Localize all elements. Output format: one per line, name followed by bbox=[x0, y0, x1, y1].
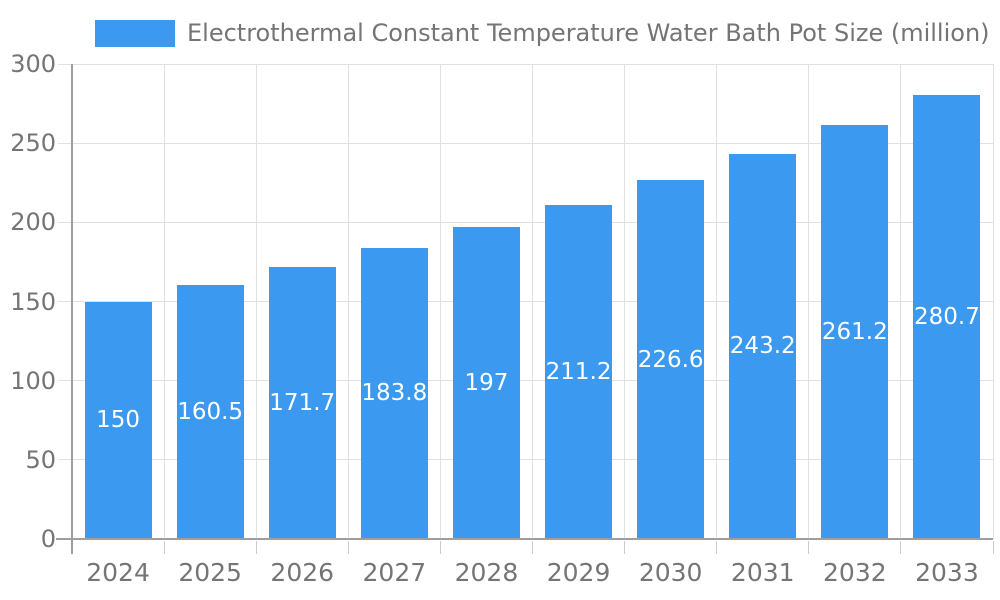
gridline-vertical bbox=[808, 64, 810, 539]
bar-value-label: 261.2 bbox=[821, 319, 888, 346]
bar-value-label: 171.7 bbox=[269, 390, 336, 417]
y-axis-tick-label: 150 bbox=[10, 287, 56, 316]
bar-2028[interactable] bbox=[452, 227, 520, 539]
gridline-horizontal bbox=[58, 301, 993, 302]
gridline-horizontal bbox=[58, 459, 993, 461]
x-axis-tick bbox=[163, 541, 165, 554]
gridline-vertical bbox=[992, 64, 994, 539]
bar-value-label: 243.2 bbox=[729, 333, 796, 360]
x-axis-line bbox=[56, 538, 993, 540]
bar-value-label: 211.2 bbox=[545, 358, 612, 385]
y-axis-tick-label: 100 bbox=[10, 366, 56, 395]
bar-2033[interactable] bbox=[913, 94, 981, 539]
bar-2032[interactable] bbox=[821, 125, 889, 539]
bar-value-label: 183.8 bbox=[361, 380, 428, 407]
x-axis-tick-label: 2025 bbox=[178, 558, 242, 587]
x-axis-tick-label: 2028 bbox=[454, 558, 519, 587]
x-axis-tick-label: 2027 bbox=[362, 558, 427, 587]
x-axis-tick-label: 2033 bbox=[915, 558, 979, 587]
gridline-vertical bbox=[624, 64, 626, 539]
x-axis-tick bbox=[716, 541, 718, 554]
x-axis-tick-label: 2024 bbox=[86, 558, 150, 587]
gridline-vertical bbox=[347, 64, 349, 539]
x-axis-tick-label: 2030 bbox=[638, 558, 703, 587]
y-axis-tick-label: 0 bbox=[40, 525, 56, 553]
x-axis-tick bbox=[255, 541, 257, 554]
gridline-vertical bbox=[900, 64, 902, 539]
x-axis-tick bbox=[624, 541, 626, 554]
gridline-horizontal bbox=[58, 142, 993, 144]
legend: Electrothermal Constant Temperature Wate… bbox=[95, 19, 990, 47]
x-axis-tick-label: 2029 bbox=[546, 558, 611, 587]
bar-2029[interactable] bbox=[545, 204, 613, 539]
bar-value-label: 197 bbox=[464, 370, 509, 397]
bar-value-label: 160.5 bbox=[177, 398, 244, 425]
gridline-horizontal bbox=[58, 380, 993, 382]
gridline-vertical bbox=[163, 64, 165, 539]
y-axis-tick-label: 50 bbox=[25, 445, 56, 474]
x-axis-tick-label: 2031 bbox=[730, 558, 795, 587]
chart-title: Electrothermal Constant Temperature Wate… bbox=[187, 19, 990, 47]
bar-2027[interactable] bbox=[360, 247, 428, 539]
gridline-horizontal bbox=[58, 63, 993, 65]
legend-swatch bbox=[95, 19, 175, 47]
gridline-vertical bbox=[439, 64, 441, 539]
x-axis-tick bbox=[900, 541, 902, 554]
x-axis-tick bbox=[808, 541, 810, 554]
bar-value-label: 226.6 bbox=[637, 346, 704, 373]
y-axis-tick-label: 200 bbox=[10, 208, 56, 237]
x-axis-tick bbox=[532, 541, 533, 554]
x-axis-tick bbox=[992, 541, 994, 554]
x-axis-tick-label: 2026 bbox=[270, 558, 335, 587]
gridline-horizontal bbox=[58, 221, 993, 223]
bar-2030[interactable] bbox=[637, 180, 705, 539]
bar-value-label: 280.7 bbox=[914, 303, 980, 330]
bar-value-label: 150 bbox=[96, 407, 140, 434]
bar-2026[interactable] bbox=[268, 267, 336, 539]
gridline-vertical bbox=[716, 64, 718, 539]
y-axis-line bbox=[71, 64, 73, 554]
bar-2025[interactable] bbox=[176, 284, 244, 539]
y-axis-tick-label: 250 bbox=[10, 129, 56, 158]
x-axis-tick-label: 2032 bbox=[823, 558, 887, 587]
bar-2031[interactable] bbox=[729, 153, 797, 539]
x-axis-tick bbox=[439, 541, 441, 554]
gridline-vertical bbox=[532, 64, 533, 539]
bar-2024[interactable] bbox=[84, 301, 152, 539]
x-axis-tick bbox=[347, 541, 349, 554]
gridline-vertical bbox=[255, 64, 257, 539]
y-axis-tick-label: 300 bbox=[10, 50, 56, 78]
